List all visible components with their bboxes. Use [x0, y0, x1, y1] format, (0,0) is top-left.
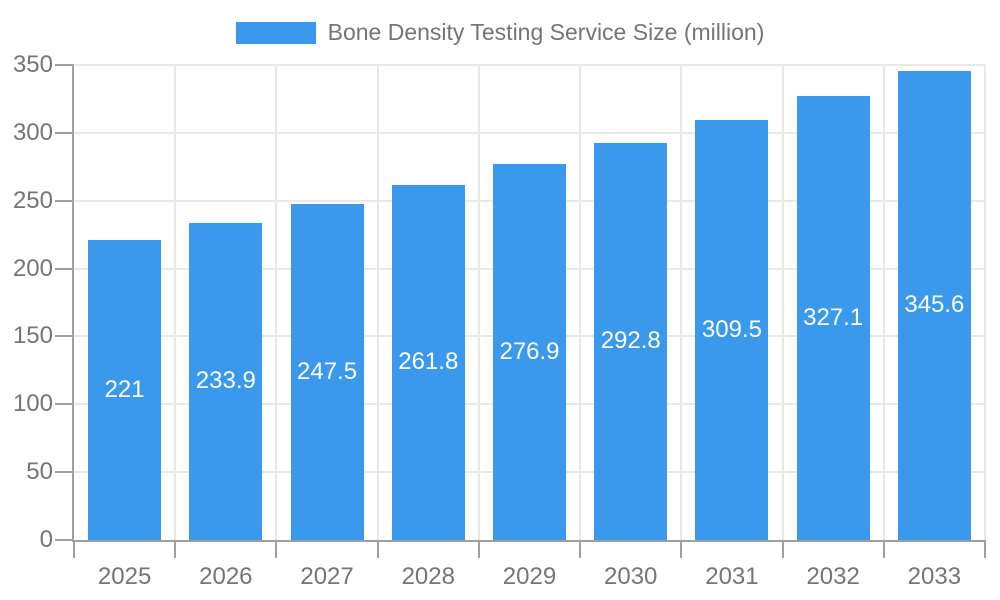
- bar-2033[interactable]: [897, 70, 971, 540]
- y-axis-line: [72, 65, 74, 542]
- bar-2029[interactable]: [493, 164, 566, 540]
- y-axis-label: 0: [39, 526, 53, 553]
- plot-area: 0 50 100 150 200 250 300 350 221 2025 233.9 2026 247…: [13, 51, 986, 590]
- bar-2025[interactable]: [88, 240, 162, 540]
- x-axis-label: 2025: [97, 563, 152, 590]
- y-axis-tick: [55, 131, 74, 134]
- x-axis-label: 2030: [604, 563, 658, 590]
- bar-2028[interactable]: [391, 184, 465, 540]
- x-axis-label: 2029: [502, 563, 557, 590]
- v-gridline: [781, 65, 784, 540]
- y-axis-label: 300: [12, 118, 53, 146]
- x-axis-tick: [984, 540, 986, 558]
- y-axis-tick: [55, 199, 74, 202]
- bar-2031[interactable]: [695, 119, 769, 540]
- x-axis-label: 2026: [199, 563, 253, 590]
- bar-value-label: 247.5: [297, 358, 358, 386]
- x-axis-tick: [781, 540, 784, 558]
- bar-value-label: 327.1: [803, 304, 864, 332]
- x-axis-line: [72, 540, 985, 542]
- v-gridline: [882, 65, 885, 540]
- x-axis-tick: [680, 540, 683, 558]
- x-axis-label: 2027: [300, 563, 354, 590]
- bar-value-label: 261.8: [398, 348, 459, 376]
- v-gridline: [984, 65, 986, 540]
- x-axis-label: 2032: [806, 563, 860, 590]
- x-axis-label: 2033: [907, 563, 962, 590]
- y-axis-tick: [55, 267, 74, 270]
- bar-2026[interactable]: [189, 222, 263, 540]
- h-gridline: [74, 131, 985, 134]
- x-axis-label: 2028: [401, 563, 455, 590]
- bar-value-label: 309.5: [701, 315, 762, 343]
- y-axis-label: 200: [12, 254, 53, 282]
- y-axis-tick: [55, 335, 74, 338]
- v-gridline: [477, 65, 480, 540]
- y-axis-label: 150: [12, 322, 53, 350]
- x-axis-tick: [174, 540, 177, 558]
- legend[interactable]: Bone Density Testing Service Size (milli…: [0, 10, 1000, 55]
- x-axis-label: 2031: [705, 563, 759, 590]
- y-axis-tick: [55, 64, 74, 66]
- x-axis-tick: [579, 540, 582, 558]
- y-axis-label: 50: [26, 458, 53, 486]
- x-axis-tick: [477, 540, 480, 558]
- bar-value-label: 221: [104, 376, 145, 404]
- v-gridline: [680, 65, 683, 540]
- legend-label: Bone Density Testing Service Size (milli…: [327, 19, 765, 45]
- v-gridline: [174, 65, 177, 540]
- v-gridline: [579, 65, 582, 540]
- v-gridline: [275, 65, 278, 540]
- h-gridline: [74, 64, 985, 66]
- bar-2032[interactable]: [796, 96, 870, 540]
- v-gridline: [376, 65, 379, 540]
- bar-value-label: 292.8: [600, 327, 661, 355]
- bar-2027[interactable]: [290, 204, 364, 540]
- y-axis-tick: [55, 539, 74, 541]
- x-axis-tick: [882, 540, 885, 558]
- y-axis-tick: [55, 471, 74, 474]
- y-axis-label: 250: [12, 186, 53, 214]
- legend-swatch: [235, 21, 316, 44]
- x-axis-tick: [275, 540, 278, 558]
- bar-value-label: 276.9: [499, 338, 560, 366]
- x-axis-tick: [376, 540, 379, 558]
- y-axis-label: 100: [12, 390, 53, 418]
- y-axis-label: 350: [12, 51, 53, 78]
- x-axis-tick: [73, 540, 75, 558]
- bar-2030[interactable]: [594, 142, 668, 540]
- bar-value-label: 345.6: [904, 291, 965, 319]
- bar-value-label: 233.9: [195, 367, 256, 395]
- y-axis-tick: [55, 403, 74, 406]
